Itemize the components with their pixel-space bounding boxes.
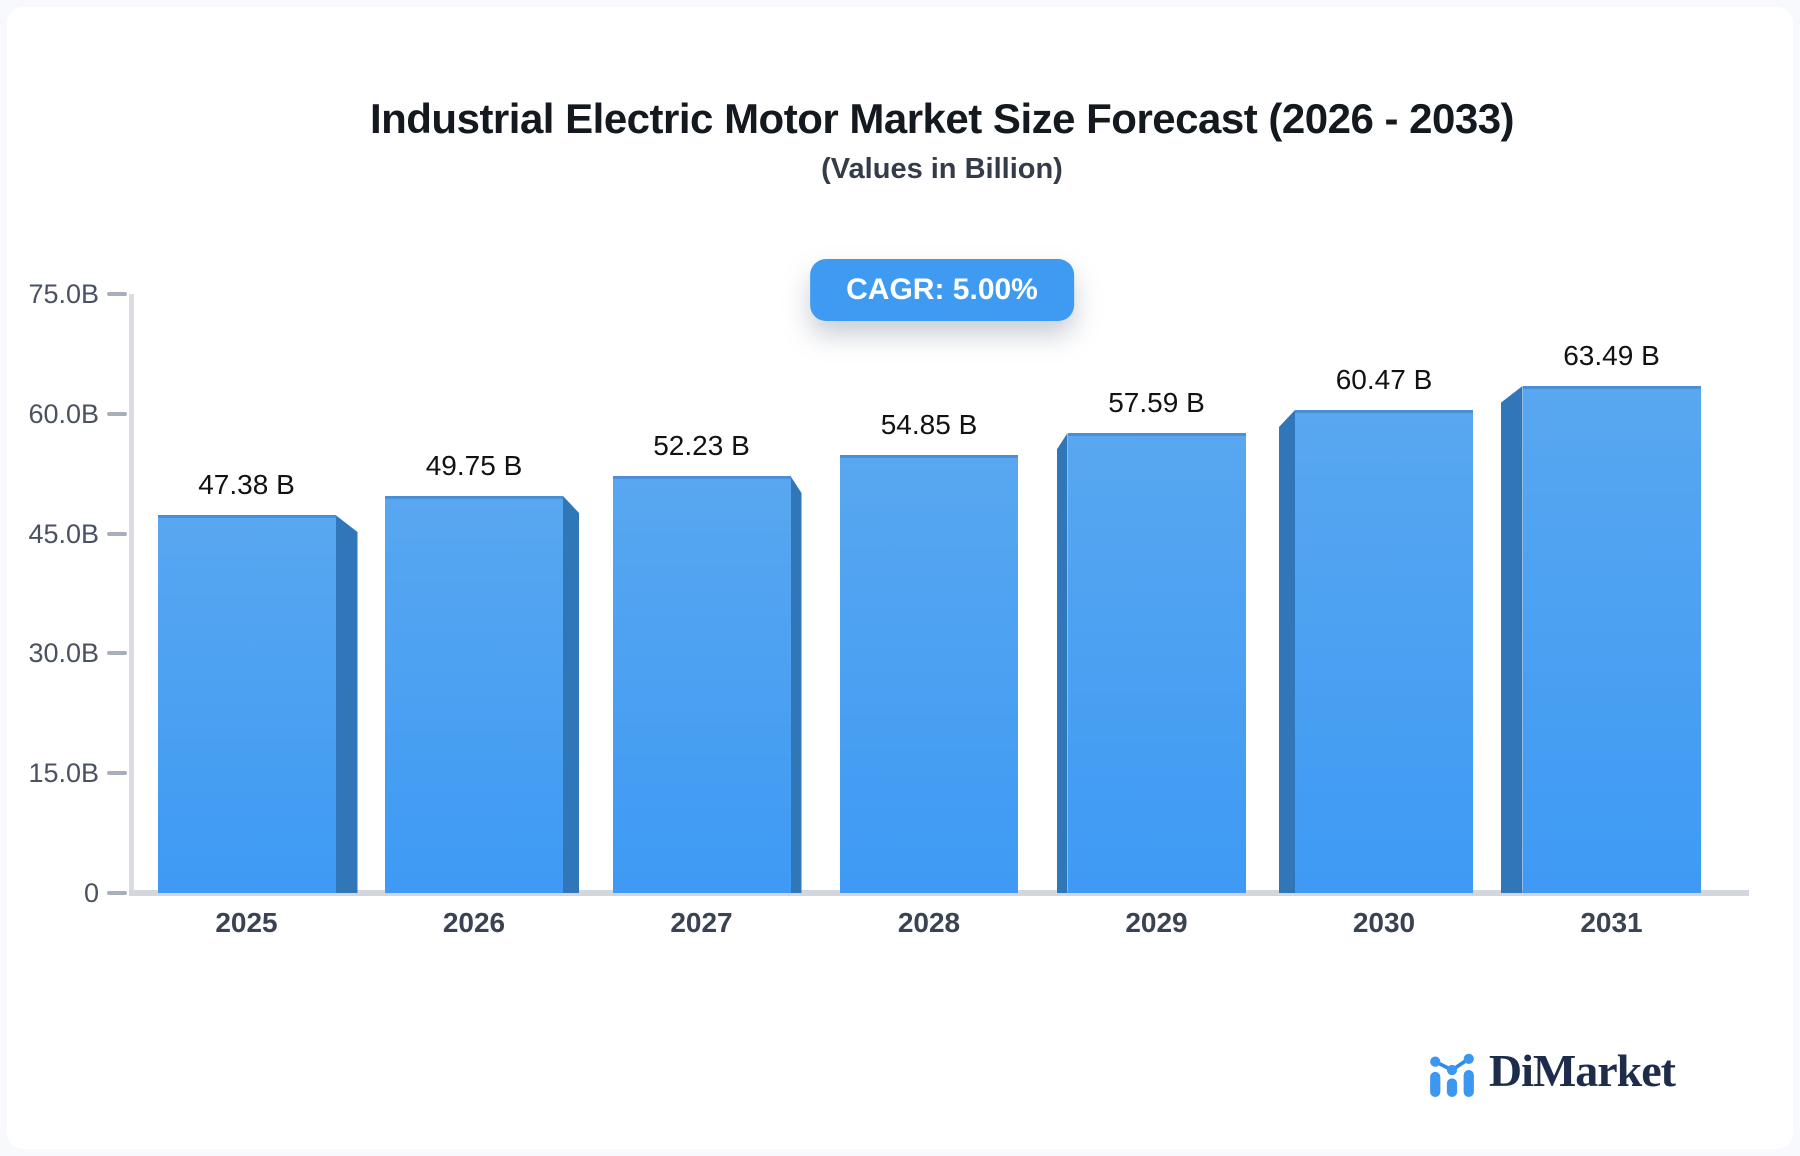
bar-face bbox=[612, 476, 791, 893]
chart-title: Industrial Electric Motor Market Size Fo… bbox=[369, 95, 1515, 142]
bar-side-face bbox=[335, 515, 358, 893]
y-tick-dash bbox=[107, 651, 127, 656]
y-tick-dash bbox=[107, 771, 127, 776]
x-axis-label: 2028 bbox=[897, 907, 961, 938]
bar-value-label: 54.85 B bbox=[880, 409, 978, 440]
cagr-badge: CAGR: 5.00% bbox=[810, 259, 1074, 321]
x-axis-label: 2026 bbox=[442, 907, 506, 938]
bar-2030 bbox=[1279, 410, 1473, 893]
bar-side-face bbox=[1500, 386, 1523, 893]
bar-2029 bbox=[1056, 433, 1246, 893]
y-tick-dash bbox=[107, 531, 127, 536]
x-axis-label: 2027 bbox=[670, 907, 733, 938]
y-axis-line bbox=[129, 294, 134, 895]
x-axis-label: 2029 bbox=[1125, 907, 1188, 938]
x-axis-label: 2025 bbox=[215, 907, 278, 938]
y-tick-label: 30.0B bbox=[28, 638, 99, 669]
bar-face bbox=[157, 515, 336, 893]
bar-face bbox=[385, 496, 563, 893]
bar-value-label: 52.23 B bbox=[653, 430, 750, 461]
bar-2028 bbox=[840, 455, 1018, 893]
bar-2027 bbox=[612, 476, 802, 893]
bar-value-label: 60.47 B bbox=[1335, 364, 1433, 395]
bar-face bbox=[1522, 386, 1701, 893]
y-tick-label: 75.0B bbox=[28, 279, 99, 309]
bar-face bbox=[1295, 410, 1473, 893]
brand-logo: DiMarket bbox=[1427, 1043, 1676, 1097]
bar-value-label: 57.59 B bbox=[1108, 387, 1205, 418]
bar-2026 bbox=[385, 496, 579, 893]
bar-value-label: 63.49 B bbox=[1563, 340, 1660, 371]
y-tick-dash bbox=[107, 411, 127, 416]
bar-2031 bbox=[1500, 386, 1701, 893]
y-tick-label: 0 bbox=[83, 878, 99, 908]
bar-face bbox=[1067, 433, 1246, 893]
brand-name: DiMarket bbox=[1488, 1044, 1676, 1096]
x-axis-label: 2030 bbox=[1352, 907, 1416, 938]
bar-side-face bbox=[1056, 433, 1068, 893]
bar-2025 bbox=[157, 515, 358, 893]
bar-side-face bbox=[790, 476, 802, 893]
x-axis-label: 2031 bbox=[1580, 907, 1643, 938]
y-tick-label: 45.0B bbox=[28, 518, 99, 549]
dimarket-logo-icon bbox=[1429, 1053, 1474, 1097]
y-tick-dash bbox=[107, 891, 127, 895]
bar-value-label: 49.75 B bbox=[425, 450, 523, 481]
y-tick-label: 60.0B bbox=[28, 398, 99, 429]
x-axis-line bbox=[129, 890, 1749, 896]
bar-face bbox=[840, 455, 1018, 893]
chart-card: Industrial Electric Motor Market Size Fo… bbox=[7, 7, 1793, 1149]
bar-side-face bbox=[1279, 410, 1295, 893]
bar-chart: 75.0B 60.0B 45.0B 30.0B 15.0B 0 47.38 B 2025 49.… bbox=[7, 7, 1800, 1156]
bar-side-face bbox=[563, 496, 579, 893]
y-tick-dash bbox=[107, 292, 127, 296]
y-tick-label: 15.0B bbox=[28, 758, 99, 789]
chart-subtitle: (Values in Billion) bbox=[821, 153, 1063, 185]
bar-value-label: 47.38 B bbox=[198, 469, 295, 500]
